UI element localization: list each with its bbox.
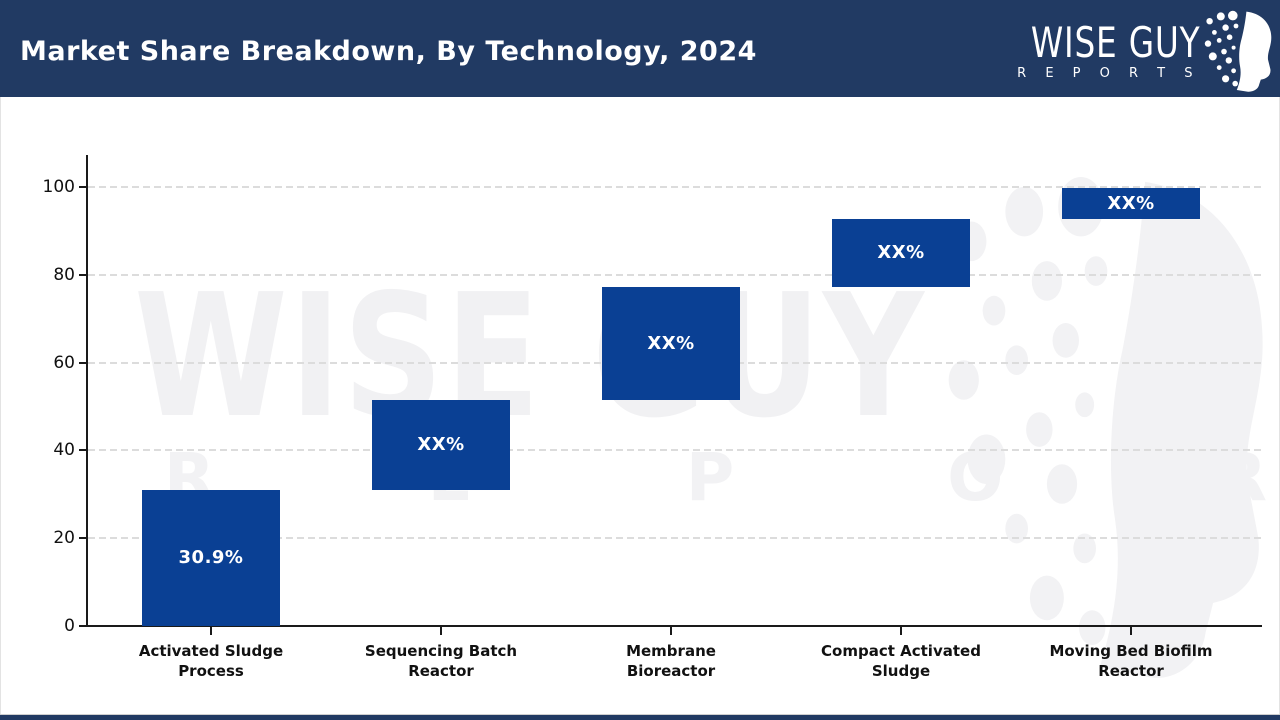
- bar-segment: [832, 219, 970, 288]
- gridline-40: [88, 449, 1262, 452]
- y-tick-label: 100: [42, 177, 75, 197]
- y-tick-label: 60: [53, 352, 75, 373]
- bar-value-label: XX%: [647, 332, 695, 354]
- footer-bar: [0, 715, 1280, 720]
- bar-value-label: 30.9%: [178, 547, 244, 569]
- logo-subtitle: R E P O R T S: [1017, 66, 1200, 81]
- watermark-wordmark: WISE GUY: [134, 258, 926, 456]
- footer-divider: [0, 714, 1280, 715]
- wiseguy-logo: WISE GUY R E P O R T S: [1012, 6, 1272, 94]
- gridline-80: [88, 273, 1262, 276]
- y-tick-mark: [79, 537, 88, 540]
- wiseguy-face-icon: [1204, 10, 1272, 92]
- bar-segment: [1062, 187, 1200, 220]
- page-title: Market Share Breakdown, By Technology, 2…: [20, 36, 757, 67]
- header-band: Market Share Breakdown, By Technology, 2…: [0, 0, 1280, 97]
- y-tick-label: 40: [53, 440, 75, 461]
- watermark-face-icon: [948, 176, 1263, 678]
- bar-segment: [372, 400, 510, 491]
- y-axis-spine: [86, 155, 88, 627]
- wiseguy-logo-text: WISE GUY R E P O R T S: [983, 22, 1200, 82]
- gridline-100: [88, 186, 1262, 188]
- x-category-label: Sequencing Batch Reactor: [364, 642, 518, 680]
- watermark-subtitle: R E P O R T S: [164, 439, 1280, 516]
- x-tick-mark: [670, 627, 672, 635]
- x-category-label: Compact Activated Sludge: [821, 642, 981, 680]
- y-tick-mark: [79, 449, 88, 452]
- bar-value-label: XX%: [1107, 192, 1155, 214]
- y-tick-mark: [79, 273, 88, 276]
- x-tick-mark: [900, 627, 902, 635]
- gridline-20: [88, 537, 1262, 540]
- y-tick-mark: [79, 361, 88, 364]
- logo-wordmark: WISE GUY: [1030, 18, 1200, 67]
- x-category-label: Membrane Bioreactor: [626, 642, 716, 680]
- y-tick-label: 20: [53, 528, 75, 549]
- y-tick-label: 80: [53, 264, 75, 285]
- x-category-label: Activated Sludge Process: [138, 642, 284, 680]
- bar-segment: [142, 490, 280, 626]
- x-axis-spine: [86, 625, 1262, 627]
- y-tick-mark: [79, 625, 88, 627]
- bar-value-label: XX%: [877, 242, 925, 264]
- x-tick-mark: [440, 627, 442, 635]
- x-tick-mark: [210, 627, 212, 635]
- x-tick-mark: [1130, 627, 1132, 635]
- y-tick-mark: [79, 186, 88, 188]
- bar-segment: [602, 287, 740, 401]
- y-tick-label: 0: [64, 616, 75, 636]
- bar-value-label: XX%: [417, 434, 465, 456]
- x-category-label: Moving Bed Biofilm Reactor: [1049, 642, 1213, 680]
